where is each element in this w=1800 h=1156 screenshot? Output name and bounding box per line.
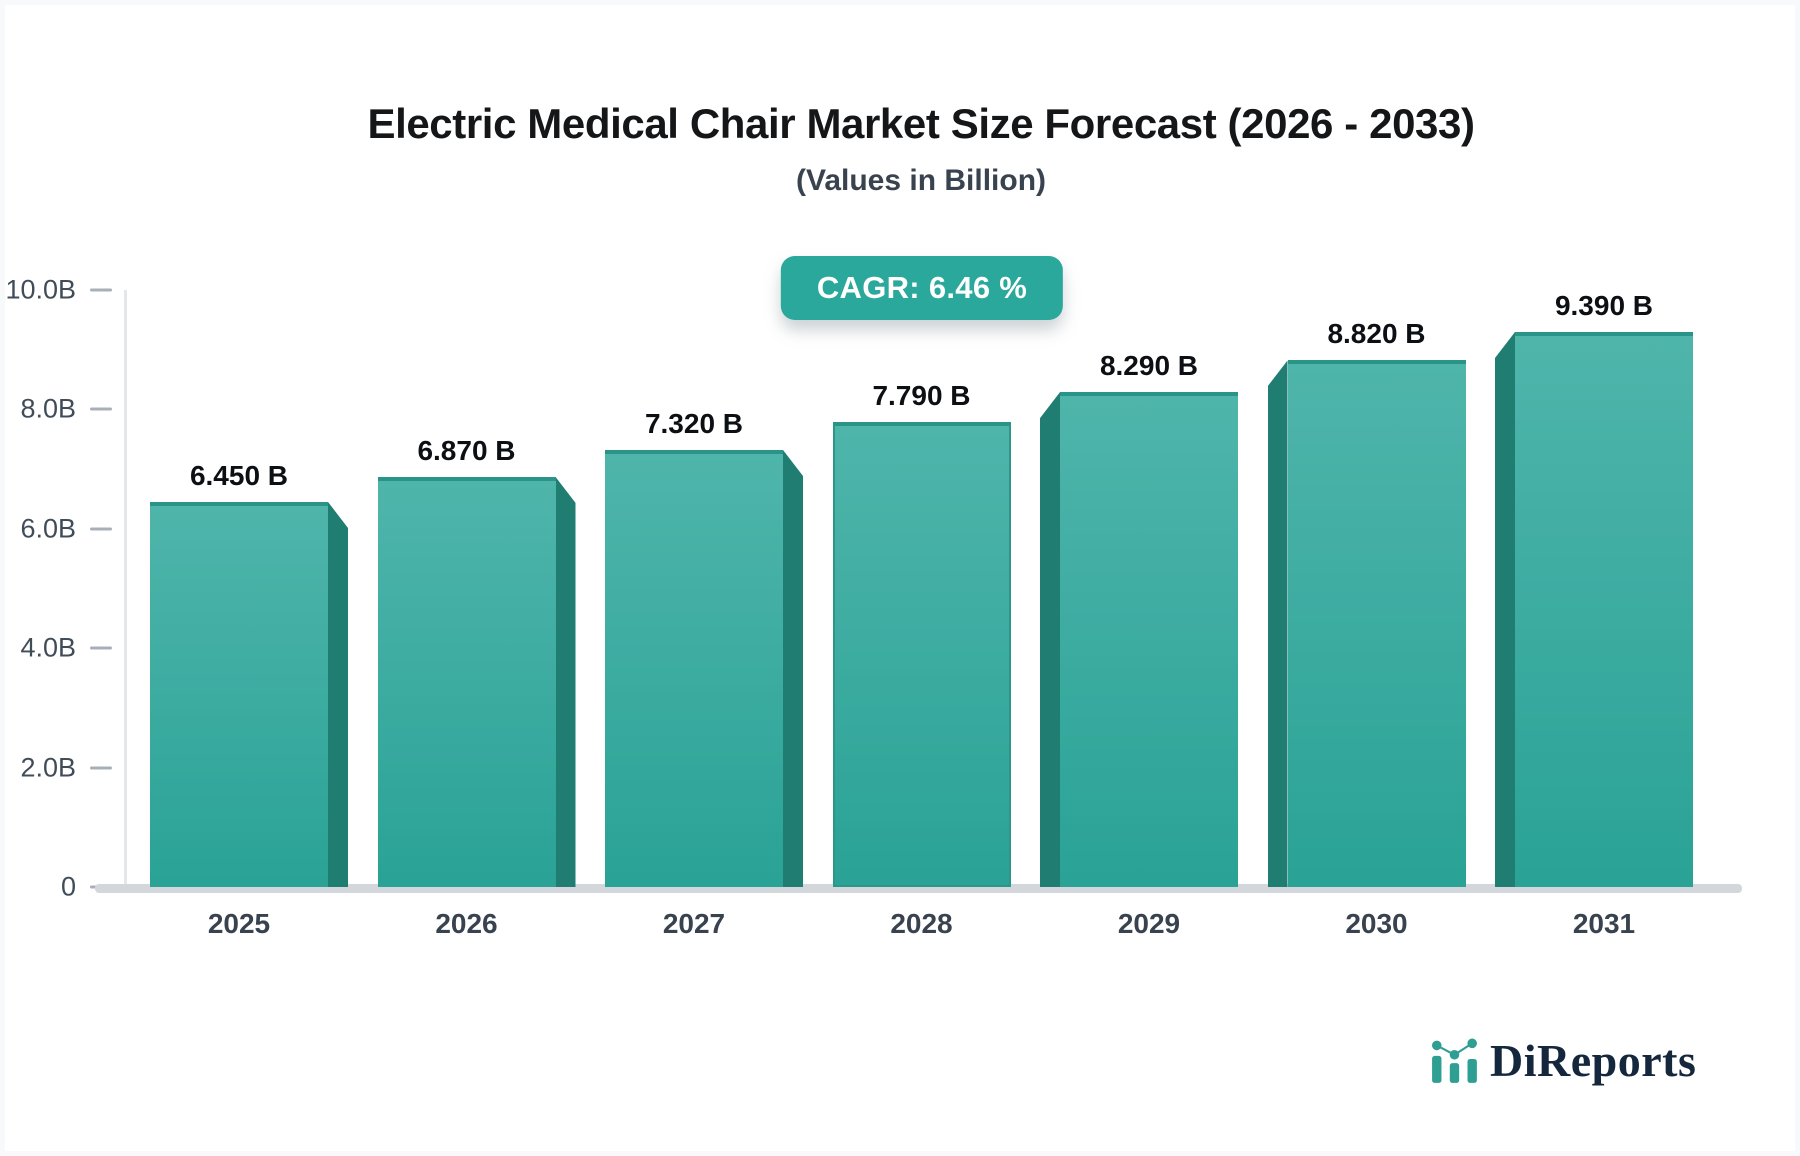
- bar-2028: [832, 421, 1011, 887]
- tick-mark: [90, 407, 112, 411]
- bar-group-2025: 6.450 B: [150, 290, 348, 887]
- tick-mark: [90, 646, 112, 650]
- y-tick-label: 2.0B: [20, 752, 76, 783]
- x-label-2025: 2025: [207, 908, 271, 939]
- bar-2030: [1267, 360, 1466, 887]
- bar-2026: [377, 476, 576, 887]
- x-label-2031: 2031: [1572, 908, 1636, 939]
- tick-mark: [90, 527, 112, 531]
- bar-group-2029: 8.290 B: [1040, 290, 1238, 887]
- y-tick: 8.0B: [0, 394, 112, 425]
- bar-side-face: [328, 501, 348, 887]
- bar-2031: [1495, 332, 1693, 887]
- bar-side-face: [783, 450, 803, 887]
- tick-mark: [90, 766, 112, 770]
- brand-logo: DiReports: [1430, 1036, 1696, 1084]
- y-tick: 6.0B: [0, 513, 112, 544]
- plot-area: 6.450 B 6.870 B 7.320 B 7.790 B 8.290 B …: [150, 290, 1693, 887]
- bar-2025: [150, 501, 348, 887]
- y-tick-label: 4.0B: [20, 632, 76, 663]
- bar-group-2028: 7.790 B: [832, 290, 1011, 887]
- bar-group-2030: 8.820 B: [1267, 290, 1466, 887]
- y-tick-label: 8.0B: [20, 393, 76, 424]
- x-axis-labels: 2025 2026 2027 2028 2029 2030 2031: [150, 908, 1693, 940]
- bar-2029: [1040, 392, 1238, 887]
- y-tick: 4.0B: [0, 633, 112, 664]
- x-label-2030: 2030: [1345, 908, 1408, 939]
- x-label-2028: 2028: [890, 908, 953, 939]
- y-axis: 10.0B 8.0B 6.0B 4.0B 2.0B 0: [0, 275, 112, 902]
- bar-side-face: [555, 476, 576, 887]
- bar-value-label: 8.820 B: [1327, 318, 1426, 350]
- bar-value-label: 7.790 B: [872, 379, 971, 411]
- bar-value-label: 6.450 B: [189, 459, 289, 491]
- x-label-2027: 2027: [662, 908, 726, 939]
- bar-side-face: [1267, 360, 1288, 887]
- chart-title: Electric Medical Chair Market Size Forec…: [367, 100, 1475, 147]
- bar-chart-logo-icon: [1431, 1038, 1477, 1083]
- bar-group-2027: 7.320 B: [605, 290, 803, 887]
- bar-side-face: [1040, 392, 1060, 887]
- y-tick-label: 0: [60, 871, 76, 902]
- x-axis-line: [95, 884, 1742, 893]
- chart-subtitle: (Values in Billion): [795, 164, 1047, 197]
- bar-group-2026: 6.870 B: [377, 290, 576, 887]
- y-tick: 2.0B: [0, 752, 112, 783]
- tick-mark: [90, 288, 112, 292]
- bar-2027: [605, 450, 803, 887]
- bar-value-label: 9.390 B: [1554, 290, 1654, 321]
- y-tick-label: 6.0B: [20, 513, 76, 544]
- cagr-badge: CAGR: 6.46 %: [780, 256, 1064, 320]
- bar-group-2031: 9.390 B: [1495, 290, 1693, 887]
- bar-value-label: 7.320 B: [644, 408, 744, 439]
- y-tick-label: 10.0B: [5, 274, 76, 305]
- bar-value-label: 6.870 B: [417, 434, 516, 466]
- bar-side-face: [1495, 332, 1515, 887]
- x-label-2029: 2029: [1117, 908, 1181, 939]
- bar-value-label: 8.290 B: [1099, 350, 1199, 382]
- y-axis-line: [124, 290, 127, 887]
- x-label-2026: 2026: [435, 908, 498, 939]
- brand-name: DiReports: [1490, 1035, 1697, 1086]
- y-tick: 10.0B: [0, 275, 112, 306]
